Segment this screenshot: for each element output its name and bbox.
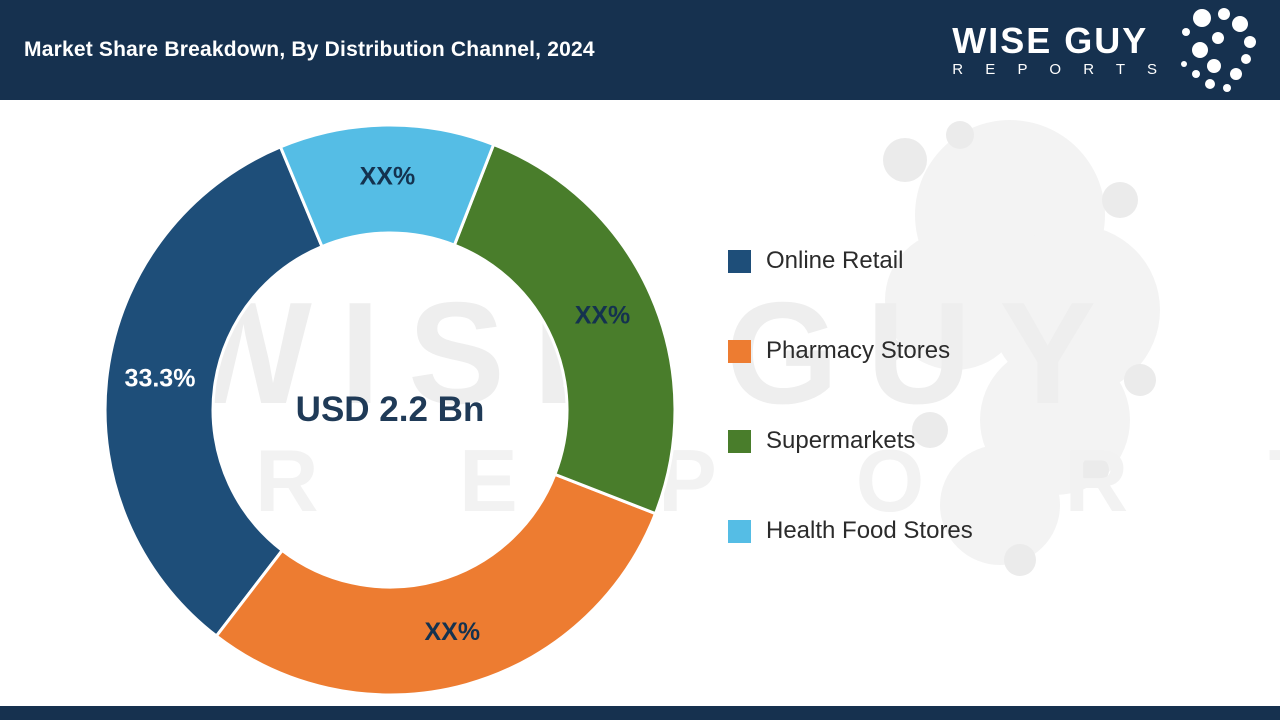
page-title: Market Share Breakdown, By Distribution … xyxy=(24,38,595,61)
donut-slice-online-retail xyxy=(103,145,324,638)
logo-text: WISE GUY R E P O R T S xyxy=(952,19,1166,79)
legend: Online Retail Pharmacy Stores Supermarkets… xyxy=(728,246,973,606)
logo-subtitle: R E P O R T S xyxy=(952,61,1166,79)
donut-slice-supermarkets xyxy=(452,143,677,516)
legend-label: Online Retail xyxy=(766,247,904,274)
logo: WISE GUY R E P O R T S xyxy=(952,4,1262,96)
footer-bar xyxy=(0,706,1280,720)
legend-swatch xyxy=(728,249,751,273)
legend-swatch xyxy=(728,519,751,543)
slice-label: 33.3% xyxy=(125,365,196,393)
logo-wordmark: WISE GUY xyxy=(952,19,1149,61)
header: Market Share Breakdown, By Distribution … xyxy=(0,0,1280,100)
slice-label: XX% xyxy=(575,301,631,329)
legend-item-online-retail: Online Retail xyxy=(728,246,973,276)
legend-swatch xyxy=(728,429,751,453)
logo-head-dots-icon xyxy=(1181,8,1256,92)
legend-item-health-food-stores: Health Food Stores xyxy=(728,516,973,546)
donut-slice-pharmacy-stores xyxy=(214,472,657,697)
legend-swatch xyxy=(728,339,751,363)
legend-item-pharmacy-stores: Pharmacy Stores xyxy=(728,336,973,366)
center-value: USD 2.2 Bn xyxy=(295,390,485,429)
slice-label: XX% xyxy=(360,163,416,191)
legend-item-supermarkets: Supermarkets xyxy=(728,426,973,456)
slice-label: XX% xyxy=(425,618,481,646)
legend-label: Pharmacy Stores xyxy=(766,337,951,364)
legend-label: Health Food Stores xyxy=(766,517,973,544)
legend-label: Supermarkets xyxy=(766,427,916,454)
donut-slice-health-food-stores xyxy=(279,123,496,249)
